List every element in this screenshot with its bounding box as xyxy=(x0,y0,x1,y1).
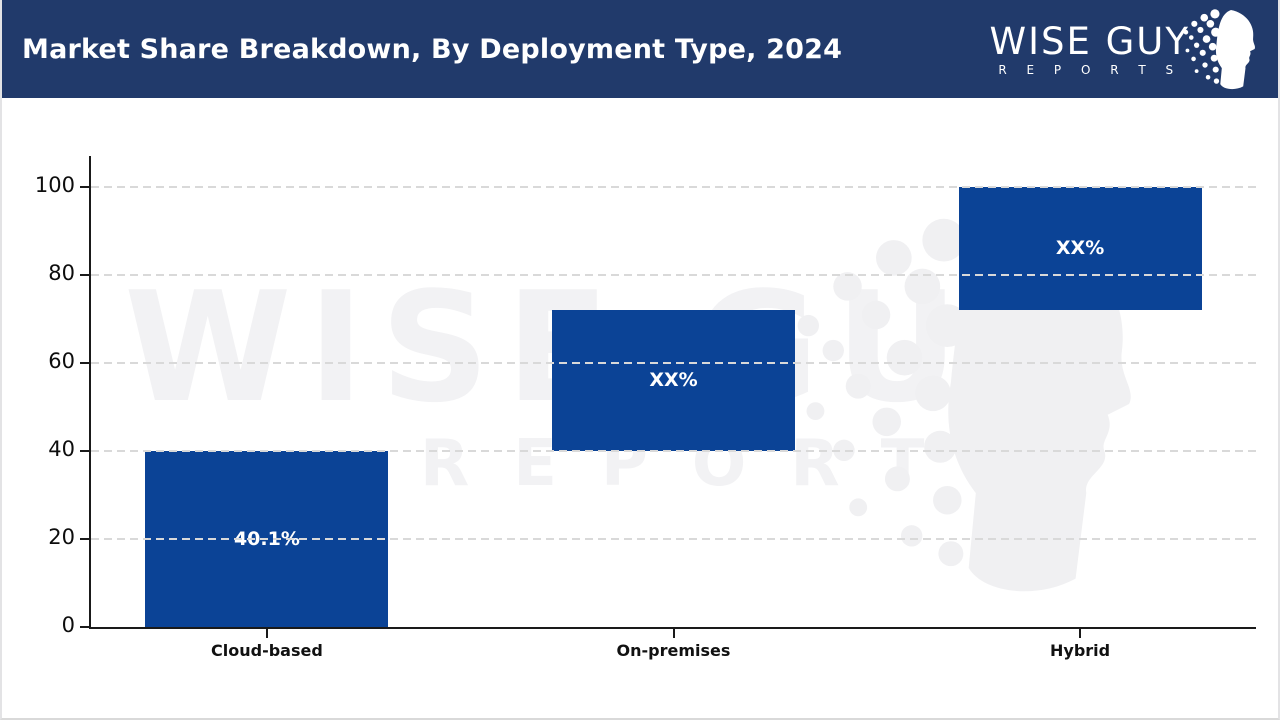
y-axis-tick xyxy=(80,537,89,540)
y-axis-tick-label: 0 xyxy=(61,613,75,637)
bar-hybrid: XX% xyxy=(958,186,1202,311)
logo-line-wise-guy: WISE GUY xyxy=(989,19,1190,63)
y-axis-tick-label: 20 xyxy=(48,524,75,549)
gridline xyxy=(91,185,1256,188)
gridline xyxy=(91,537,1256,540)
bar-value-label: XX% xyxy=(1055,237,1105,260)
y-axis-tick xyxy=(80,626,89,628)
x-axis-category-label: Cloud-based xyxy=(211,641,323,660)
y-axis-tick xyxy=(80,185,89,188)
x-axis-category-label: On-premises xyxy=(616,641,731,660)
gridline xyxy=(91,449,1256,452)
y-axis-tick-label: 80 xyxy=(48,260,75,285)
y-axis-tick xyxy=(80,449,89,452)
bar-value-label: XX% xyxy=(649,369,698,392)
header-bar: Market Share Breakdown, By Deployment Ty… xyxy=(2,0,1278,98)
x-axis-tick xyxy=(672,629,675,638)
x-axis-tick xyxy=(265,629,268,638)
x-axis-category-label: Hybrid xyxy=(1050,641,1111,660)
x-axis-tick xyxy=(1079,629,1082,638)
gridline xyxy=(91,273,1256,276)
logo-wordmark: WISE GUY R E P O R T S xyxy=(990,23,1190,76)
y-axis-tick xyxy=(80,361,89,364)
y-axis-tick xyxy=(80,273,89,276)
chart-title: Market Share Breakdown, By Deployment Ty… xyxy=(22,33,843,65)
wise-guy-logo: WISE GUY R E P O R T S xyxy=(990,5,1260,93)
plot-area: 0 20 40 60 80 100 40.1% Cloud-based XX% On-premis… xyxy=(35,156,1256,660)
bar-on-premises: XX% xyxy=(552,310,795,451)
gridline xyxy=(91,361,1256,364)
y-axis-tick-label: 40 xyxy=(48,436,75,461)
logo-line-reports: R E P O R T S xyxy=(998,62,1182,77)
y-axis-tick-label: 100 xyxy=(34,172,75,197)
y-axis-tick-label: 60 xyxy=(48,348,75,373)
